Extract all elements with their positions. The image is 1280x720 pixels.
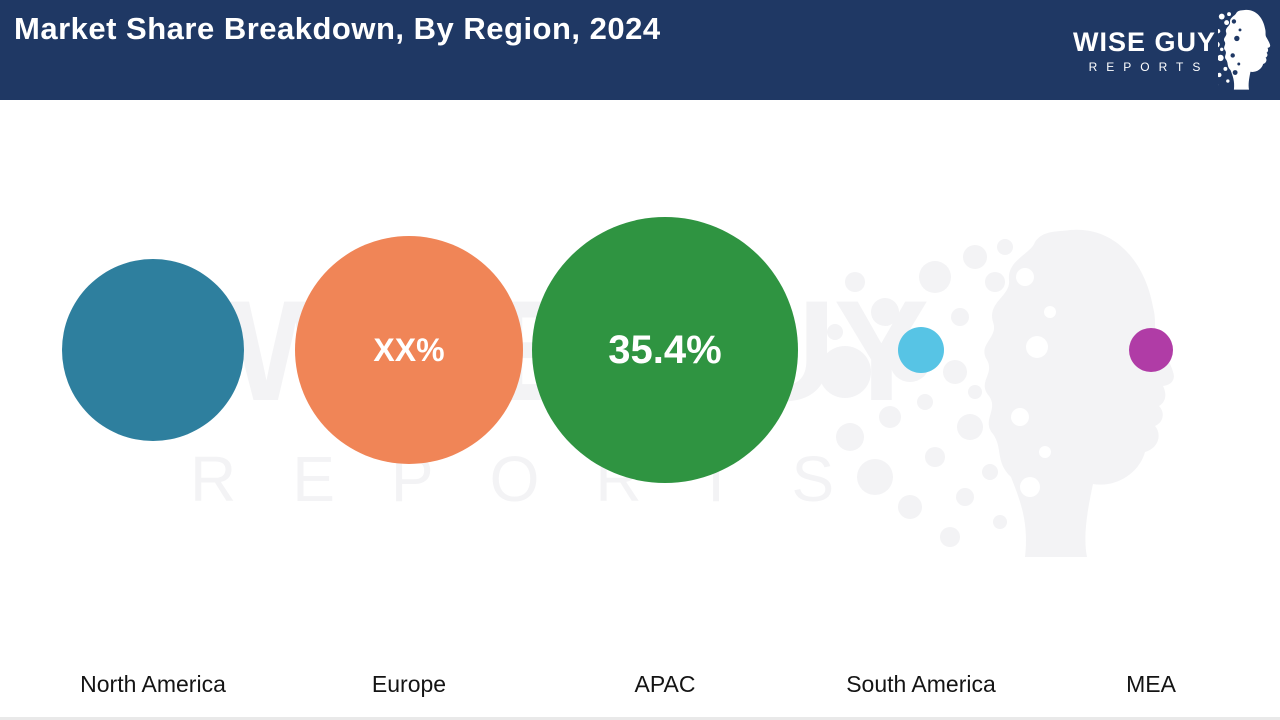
watermark-head-icon (819, 229, 1174, 557)
footer-divider (0, 717, 1280, 720)
bubble-north-america (62, 259, 244, 441)
logo-text: WISE GUY REPORTS (1073, 27, 1216, 74)
bubble-chart: WISE GUY REPORTS North AmericaXX%Europe3… (0, 100, 1280, 717)
bubble-south-america (898, 327, 944, 373)
bubble-europe: XX% (295, 236, 523, 464)
category-label-north-america: North America (80, 671, 226, 697)
bubble-mea (1129, 328, 1173, 372)
wiseguy-logo: WISE GUY REPORTS (1073, 8, 1272, 92)
category-label-mea: MEA (1126, 671, 1176, 697)
logo-wordmark: WISE GUY (1072, 26, 1216, 57)
category-label-south-america: South America (846, 671, 996, 697)
bubble-value-europe: XX% (373, 332, 445, 368)
header-bar: Market Share Breakdown, By Region, 2024 … (0, 0, 1280, 100)
bubble-value-apac: 35.4% (608, 328, 722, 372)
category-label-europe: Europe (371, 671, 447, 697)
wiseguy-head-icon (1218, 9, 1271, 90)
logo-subtitle: REPORTS (1088, 59, 1210, 74)
watermark-subtitle: REPORTS (190, 443, 891, 515)
bubble-apac: 35.4% (532, 217, 798, 483)
page-title: Market Share Breakdown, By Region, 2024 (14, 11, 661, 46)
category-label-apac: APAC (634, 671, 696, 697)
